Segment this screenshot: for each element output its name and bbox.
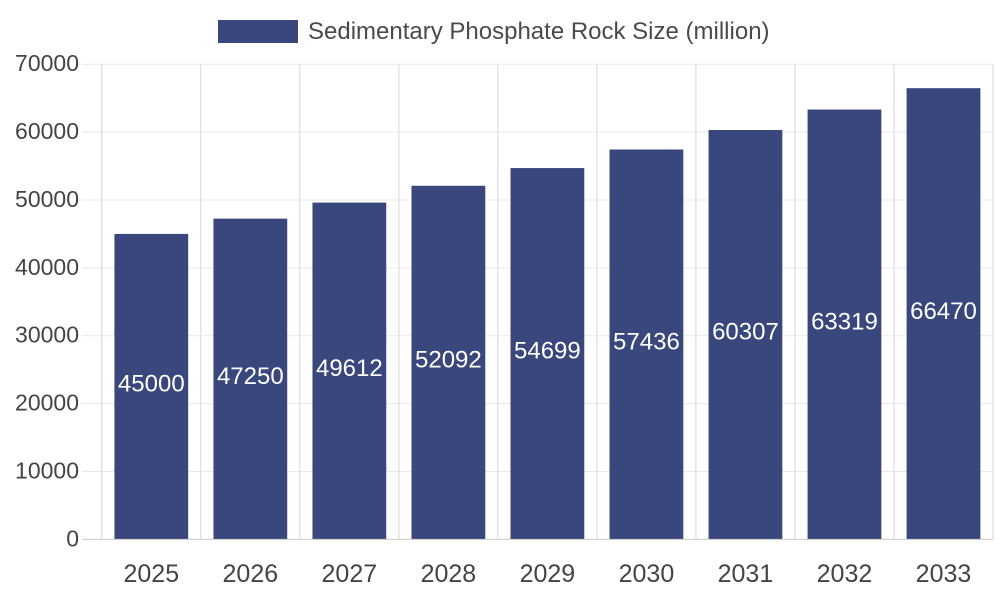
svg-text:70000: 70000 <box>15 50 79 76</box>
svg-text:63319: 63319 <box>811 308 878 335</box>
svg-text:2028: 2028 <box>421 560 477 588</box>
svg-text:10000: 10000 <box>15 458 79 484</box>
svg-text:2033: 2033 <box>916 560 972 588</box>
svg-text:60307: 60307 <box>712 319 779 346</box>
svg-text:49612: 49612 <box>316 355 383 382</box>
svg-text:2030: 2030 <box>619 560 675 588</box>
svg-text:30000: 30000 <box>15 322 79 348</box>
svg-text:2031: 2031 <box>718 560 774 588</box>
svg-text:0: 0 <box>66 525 79 551</box>
svg-text:2026: 2026 <box>223 560 279 588</box>
svg-text:45000: 45000 <box>118 371 185 398</box>
svg-text:2029: 2029 <box>520 560 576 588</box>
svg-text:57436: 57436 <box>613 328 680 355</box>
svg-text:2032: 2032 <box>817 560 873 588</box>
svg-text:52092: 52092 <box>415 347 482 374</box>
svg-text:50000: 50000 <box>15 186 79 212</box>
svg-text:20000: 20000 <box>15 390 79 416</box>
svg-text:40000: 40000 <box>15 254 79 280</box>
svg-text:60000: 60000 <box>15 118 79 144</box>
svg-text:47250: 47250 <box>217 363 284 390</box>
svg-text:54699: 54699 <box>514 338 581 365</box>
svg-text:66470: 66470 <box>910 298 977 325</box>
svg-text:2025: 2025 <box>123 560 179 588</box>
svg-text:2027: 2027 <box>322 560 378 588</box>
